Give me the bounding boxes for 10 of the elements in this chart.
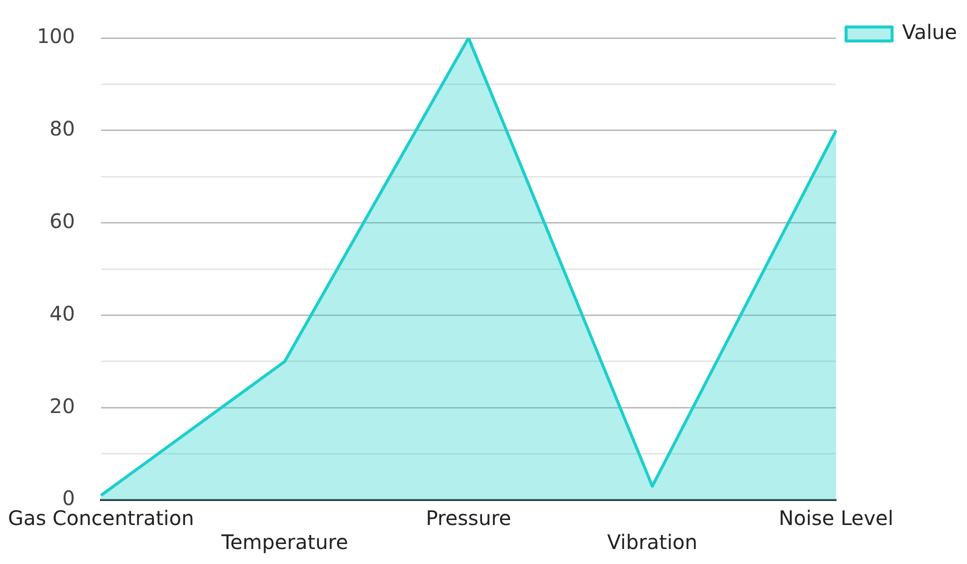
y-tick-label: 20 xyxy=(50,394,76,418)
x-tick-label: Vibration xyxy=(607,530,698,554)
x-tick-label: Noise Level xyxy=(778,506,894,530)
x-tick-label: Pressure xyxy=(426,506,512,530)
legend-label: Value xyxy=(902,20,957,44)
y-tick-label: 40 xyxy=(50,301,76,326)
y-tick-label: 60 xyxy=(50,209,76,234)
x-tick-label: Temperature xyxy=(220,530,348,554)
y-tick-label: 100 xyxy=(36,24,76,48)
y-tick-label: 80 xyxy=(50,116,76,141)
